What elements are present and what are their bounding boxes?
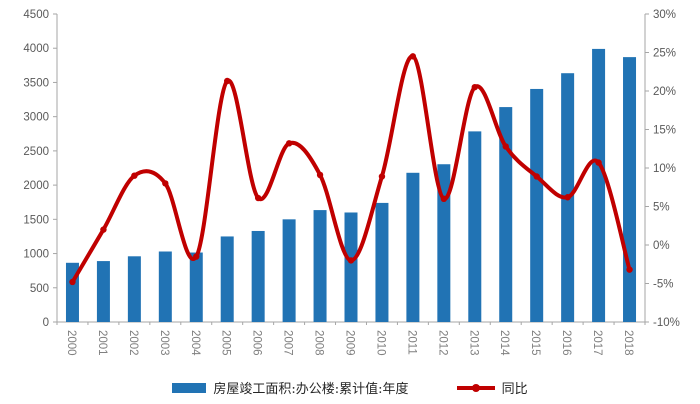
yoy-marker-2002 bbox=[131, 172, 138, 179]
x-axis-label-2015: 2015 bbox=[529, 330, 541, 356]
bar-2005 bbox=[220, 236, 234, 322]
yoy-marker-2003 bbox=[162, 180, 169, 187]
yoy-marker-2015 bbox=[533, 173, 540, 180]
yoy-marker-2014 bbox=[502, 143, 509, 150]
yoy-marker-2017 bbox=[595, 159, 602, 166]
yoy-marker-2009 bbox=[347, 257, 355, 264]
line-series-swatch-icon bbox=[456, 383, 495, 392]
line-swatch-marker-icon bbox=[471, 383, 480, 392]
x-axis-label-2007: 2007 bbox=[282, 330, 294, 356]
yoy-marker-2001 bbox=[100, 226, 107, 233]
yoy-marker-2018 bbox=[626, 266, 633, 273]
left-axis-tick-label: 3500 bbox=[23, 77, 49, 89]
right-axis-tick-label: 20% bbox=[653, 86, 676, 98]
x-axis-label-2006: 2006 bbox=[251, 330, 263, 356]
yoy-marker-2012 bbox=[440, 195, 448, 202]
x-axis-label-2001: 2001 bbox=[96, 330, 108, 356]
chart-plot: 0 500 1000 1500 2000 2500 3000 3500 4000 4500 -10%… bbox=[23, 9, 680, 356]
x-axis-label-2016: 2016 bbox=[560, 330, 572, 356]
bar-series-label: 房屋竣工面积:办公楼:累计值:年度 bbox=[213, 382, 409, 397]
right-axis-tick-label: 0% bbox=[653, 240, 670, 252]
left-axis-tick-label: 2500 bbox=[23, 146, 49, 158]
bar-2014 bbox=[499, 107, 513, 322]
left-axis-tick-label: 500 bbox=[30, 283, 49, 295]
bar-2011 bbox=[406, 172, 420, 322]
bar-2017 bbox=[592, 48, 606, 322]
left-axis-tick-label: 2000 bbox=[23, 180, 49, 192]
legend: 房屋竣工面积:办公楼:累计值:年度 同比 bbox=[0, 378, 700, 397]
yoy-marker-2008 bbox=[316, 171, 324, 179]
left-axis-tick-label: 1500 bbox=[23, 214, 49, 226]
legend-item-line-series: 同比 bbox=[456, 378, 528, 397]
right-axis-tick-label: 25% bbox=[653, 48, 676, 60]
x-axis-label-2012: 2012 bbox=[436, 330, 448, 356]
left-axis-tick-label: 0 bbox=[43, 317, 49, 329]
bar-2004 bbox=[189, 252, 203, 322]
right-axis-tick-label: -10% bbox=[653, 317, 680, 329]
bar-2018 bbox=[623, 57, 637, 323]
yoy-marker-2016 bbox=[564, 194, 571, 201]
x-axis-label-2011: 2011 bbox=[405, 330, 417, 355]
x-axis-label-2002: 2002 bbox=[127, 330, 139, 356]
left-axis-tick-label: 1000 bbox=[23, 249, 49, 261]
bar-2015 bbox=[530, 88, 544, 323]
yoy-marker-2004 bbox=[193, 253, 200, 260]
bar-2009 bbox=[344, 212, 358, 322]
x-axis-label-2017: 2017 bbox=[591, 330, 603, 356]
x-axis-label-2018: 2018 bbox=[622, 330, 634, 356]
yoy-marker-2013 bbox=[471, 83, 478, 91]
bar-2007 bbox=[282, 219, 296, 322]
left-axis-tick-label: 4500 bbox=[23, 9, 49, 21]
bar-series-swatch-icon bbox=[172, 382, 207, 393]
yoy-marker-2000 bbox=[69, 278, 76, 286]
bar-2012 bbox=[437, 164, 451, 322]
x-axis-label-2009: 2009 bbox=[344, 330, 356, 356]
x-axis-label-2000: 2000 bbox=[65, 330, 77, 356]
x-axis-label-2010: 2010 bbox=[374, 330, 386, 356]
right-axis-tick-label: 10% bbox=[653, 163, 676, 175]
right-axis-tick-label: -5% bbox=[653, 279, 673, 291]
yoy-marker-2011 bbox=[409, 53, 417, 60]
x-axis-label-2005: 2005 bbox=[220, 330, 232, 356]
yoy-marker-2006 bbox=[254, 194, 262, 202]
bar-2006 bbox=[251, 230, 265, 322]
bar-2001 bbox=[96, 261, 110, 322]
x-axis-label-2013: 2013 bbox=[467, 330, 479, 356]
bar-2008 bbox=[313, 210, 327, 322]
yoy-marker-2007 bbox=[285, 140, 293, 147]
yoy-marker-2005 bbox=[224, 77, 231, 85]
bar-2013 bbox=[468, 131, 482, 322]
x-axis-label-2004: 2004 bbox=[189, 330, 201, 356]
x-axis-label-2008: 2008 bbox=[313, 330, 325, 356]
x-axis-label-2014: 2014 bbox=[498, 330, 510, 356]
right-axis-tick-label: 15% bbox=[653, 125, 676, 137]
right-axis-tick-label: 30% bbox=[653, 9, 676, 21]
legend-item-bar-series: 房屋竣工面积:办公楼:累计值:年度 bbox=[172, 378, 409, 397]
yoy-marker-2010 bbox=[378, 173, 386, 180]
bar-2010 bbox=[375, 202, 389, 322]
line-series-label: 同比 bbox=[501, 382, 528, 397]
left-axis-tick-label: 3000 bbox=[23, 112, 49, 124]
bar-2003 bbox=[158, 251, 172, 322]
left-axis-tick-label: 4000 bbox=[23, 43, 49, 55]
bar-2002 bbox=[127, 256, 141, 322]
x-axis-label-2003: 2003 bbox=[158, 330, 170, 356]
right-axis-tick-label: 5% bbox=[653, 202, 670, 214]
